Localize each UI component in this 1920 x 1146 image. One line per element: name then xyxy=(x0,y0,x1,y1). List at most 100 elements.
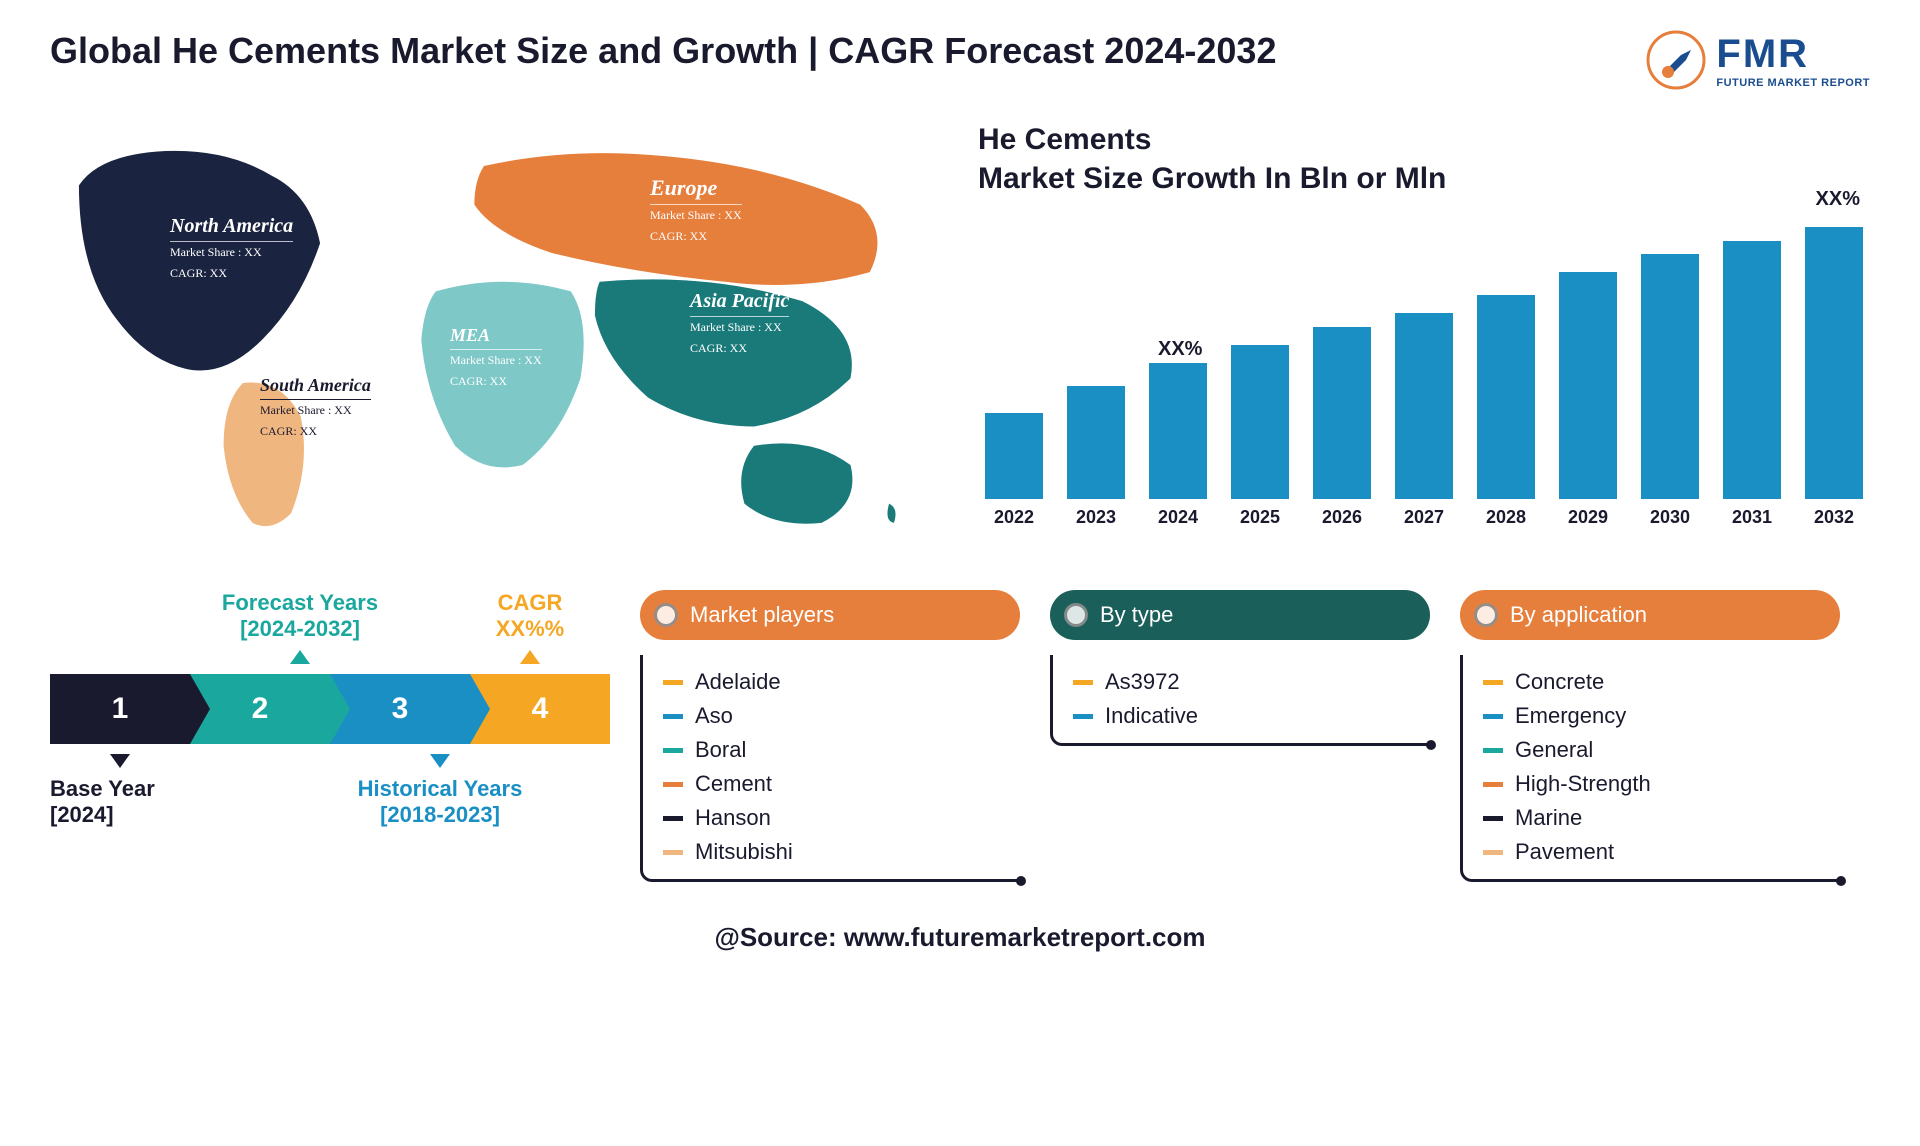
region-sa-cagr: CAGR: XX xyxy=(260,421,371,439)
bar-chart: XX% XX% 20222023202420252026202720282029… xyxy=(958,208,1870,528)
list-item-label: General xyxy=(1515,737,1593,763)
bar-year-label: 2023 xyxy=(1076,507,1116,528)
list-item-label: Concrete xyxy=(1515,669,1604,695)
dash-icon xyxy=(1483,850,1503,855)
page-title: Global He Cements Market Size and Growth… xyxy=(50,30,1276,72)
bottom-row: Forecast Years[2024-2032] CAGRXX%% 1 2 3… xyxy=(50,590,1870,882)
list-item-label: Mitsubishi xyxy=(695,839,793,865)
list-item: Aso xyxy=(663,699,1020,733)
list-item-label: Marine xyxy=(1515,805,1582,831)
list-item: Pavement xyxy=(1483,835,1840,869)
chart-annot-2032: XX% xyxy=(1816,188,1860,211)
top-row: North America Market Share : XX CAGR: XX… xyxy=(50,120,1870,540)
panel-header-type: By type xyxy=(1050,590,1430,640)
bar xyxy=(1231,345,1289,499)
bar-year-label: 2024 xyxy=(1158,507,1198,528)
bar xyxy=(1149,363,1207,499)
panel-by-type: By type As3972 Indicative xyxy=(1050,590,1430,746)
map-australia xyxy=(741,443,852,523)
list-item-label: Aso xyxy=(695,703,733,729)
bar xyxy=(1313,327,1371,499)
timeline-seg-4: 4 xyxy=(470,674,610,744)
region-eu-share: Market Share : XX xyxy=(650,204,742,223)
dash-icon xyxy=(663,782,683,787)
dash-icon xyxy=(1483,816,1503,821)
bar-group: 2026 xyxy=(1306,327,1378,528)
list-item: Boral xyxy=(663,733,1020,767)
list-item-label: Hanson xyxy=(695,805,771,831)
bar-group: 2027 xyxy=(1388,313,1460,528)
panel-header-players: Market players xyxy=(640,590,1020,640)
logo-name: FMR xyxy=(1716,32,1870,77)
chart-annot-2024: XX% xyxy=(1158,338,1202,361)
bar-year-label: 2028 xyxy=(1486,507,1526,528)
list-item: Marine xyxy=(1483,801,1840,835)
list-item: Emergency xyxy=(1483,699,1840,733)
chart-title: He CementsMarket Size Growth In Bln or M… xyxy=(978,120,1870,198)
panel-header-app: By application xyxy=(1460,590,1840,640)
list-item-label: As3972 xyxy=(1105,669,1180,695)
timeline-hist-label: Historical Years[2018-2023] xyxy=(330,754,550,828)
logo-subtitle: FUTURE MARKET REPORT xyxy=(1716,77,1870,89)
source-attribution: @Source: www.futuremarketreport.com xyxy=(50,922,1870,953)
bar-group: 2030 xyxy=(1634,254,1706,528)
list-item-label: Indicative xyxy=(1105,703,1198,729)
bar-year-label: 2022 xyxy=(994,507,1034,528)
header: Global He Cements Market Size and Growth… xyxy=(50,30,1870,90)
timeline-cagr-label: CAGRXX%% xyxy=(450,590,610,664)
region-eu-cagr: CAGR: XX xyxy=(650,226,742,244)
list-item-label: High-Strength xyxy=(1515,771,1651,797)
bar xyxy=(1067,386,1125,499)
list-item-label: Boral xyxy=(695,737,746,763)
region-apac-title: Asia Pacific xyxy=(690,290,789,313)
region-sa-title: South America xyxy=(260,375,371,396)
bar xyxy=(985,413,1043,499)
timeline-seg-2: 2 xyxy=(190,674,330,744)
bar-group: 2031 xyxy=(1716,241,1788,528)
region-na-share: Market Share : XX xyxy=(170,241,293,260)
timeline: Forecast Years[2024-2032] CAGRXX%% 1 2 3… xyxy=(50,590,610,828)
dash-icon xyxy=(663,850,683,855)
bar-group: 2032 xyxy=(1798,227,1870,528)
region-apac-cagr: CAGR: XX xyxy=(690,338,789,356)
timeline-seg-1: 1 xyxy=(50,674,190,744)
region-mea-share: Market Share : XX xyxy=(450,349,542,368)
list-item: As3972 xyxy=(1073,665,1430,699)
dash-icon xyxy=(1483,748,1503,753)
list-item: Hanson xyxy=(663,801,1020,835)
dash-icon xyxy=(1483,714,1503,719)
dash-icon xyxy=(1073,680,1093,685)
region-na-cagr: CAGR: XX xyxy=(170,263,293,281)
bar-group: 2024 xyxy=(1142,363,1214,528)
list-item-label: Emergency xyxy=(1515,703,1626,729)
bar-year-label: 2026 xyxy=(1322,507,1362,528)
list-item: Adelaide xyxy=(663,665,1020,699)
region-na-title: North America xyxy=(170,215,293,238)
region-apac-share: Market Share : XX xyxy=(690,316,789,335)
dash-icon xyxy=(1483,782,1503,787)
bar xyxy=(1641,254,1699,499)
region-mea-title: MEA xyxy=(450,325,542,346)
dash-icon xyxy=(663,714,683,719)
timeline-seg-3: 3 xyxy=(330,674,470,744)
bar-year-label: 2032 xyxy=(1814,507,1854,528)
list-item: Concrete xyxy=(1483,665,1840,699)
panel-market-players: Market players AdelaideAsoBoralCementHan… xyxy=(640,590,1020,882)
list-item: Indicative xyxy=(1073,699,1430,733)
bar xyxy=(1395,313,1453,499)
list-item: General xyxy=(1483,733,1840,767)
panel-by-application: By application Concrete Emergency General H… xyxy=(1460,590,1840,882)
bar xyxy=(1559,272,1617,499)
bar-group: 2029 xyxy=(1552,272,1624,528)
region-eu-title: Europe xyxy=(650,175,742,201)
bar-year-label: 2025 xyxy=(1240,507,1280,528)
bar-group: 2023 xyxy=(1060,386,1132,528)
timeline-forecast-label: Forecast Years[2024-2032] xyxy=(170,590,430,664)
bar-year-label: 2029 xyxy=(1568,507,1608,528)
bar-year-label: 2027 xyxy=(1404,507,1444,528)
list-item-label: Pavement xyxy=(1515,839,1614,865)
timeline-bar: 1 2 3 4 xyxy=(50,674,610,744)
dash-icon xyxy=(663,816,683,821)
list-item: Mitsubishi xyxy=(663,835,1020,869)
dash-icon xyxy=(663,680,683,685)
